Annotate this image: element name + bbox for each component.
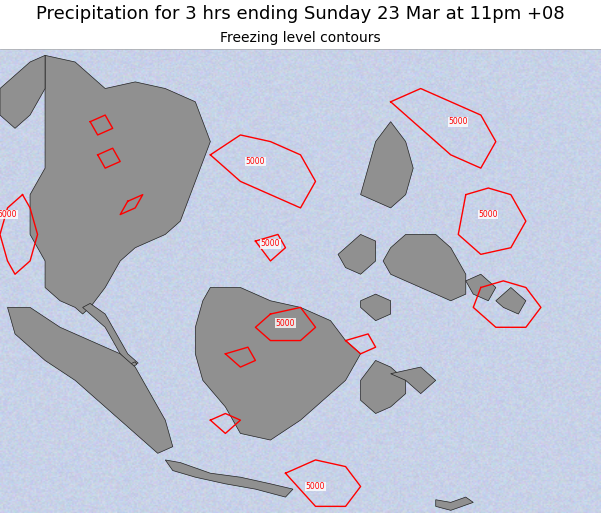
Polygon shape bbox=[383, 234, 466, 301]
Polygon shape bbox=[338, 234, 376, 274]
Text: 5000: 5000 bbox=[261, 239, 280, 248]
Text: 5000: 5000 bbox=[276, 319, 295, 328]
Text: 5000: 5000 bbox=[0, 210, 17, 219]
Polygon shape bbox=[83, 303, 138, 364]
Polygon shape bbox=[361, 122, 413, 208]
Text: 5000: 5000 bbox=[306, 482, 325, 491]
Text: 5000: 5000 bbox=[246, 157, 265, 166]
Polygon shape bbox=[391, 367, 436, 393]
Polygon shape bbox=[436, 497, 474, 510]
Polygon shape bbox=[129, 362, 136, 367]
Polygon shape bbox=[0, 55, 45, 128]
Polygon shape bbox=[361, 294, 391, 321]
Polygon shape bbox=[496, 287, 526, 314]
Text: Freezing level contours: Freezing level contours bbox=[220, 31, 381, 45]
Text: 5000: 5000 bbox=[478, 210, 498, 219]
Polygon shape bbox=[466, 274, 496, 301]
Polygon shape bbox=[30, 55, 210, 314]
Polygon shape bbox=[195, 287, 361, 440]
Text: Precipitation for 3 hrs ending Sunday 23 Mar at 11pm +08: Precipitation for 3 hrs ending Sunday 23… bbox=[36, 5, 565, 23]
Text: 5000: 5000 bbox=[448, 117, 468, 126]
Polygon shape bbox=[8, 307, 173, 453]
Polygon shape bbox=[165, 460, 293, 497]
Polygon shape bbox=[361, 361, 406, 413]
